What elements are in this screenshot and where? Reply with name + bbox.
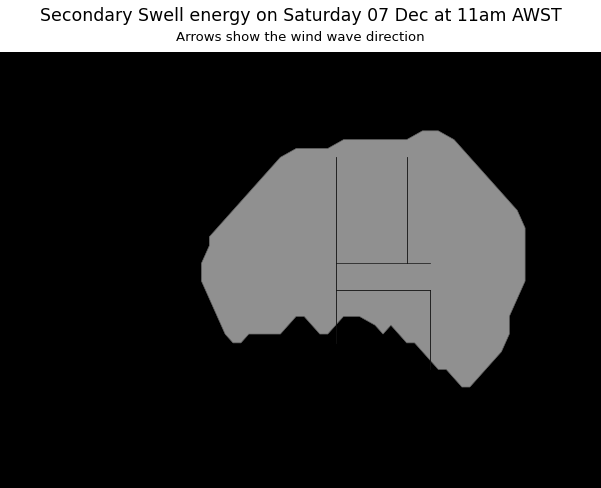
Text: Arrows show the wind wave direction: Arrows show the wind wave direction (176, 31, 425, 44)
Text: Secondary Swell energy on Saturday 07 Dec at 11am AWST: Secondary Swell energy on Saturday 07 De… (40, 7, 561, 24)
